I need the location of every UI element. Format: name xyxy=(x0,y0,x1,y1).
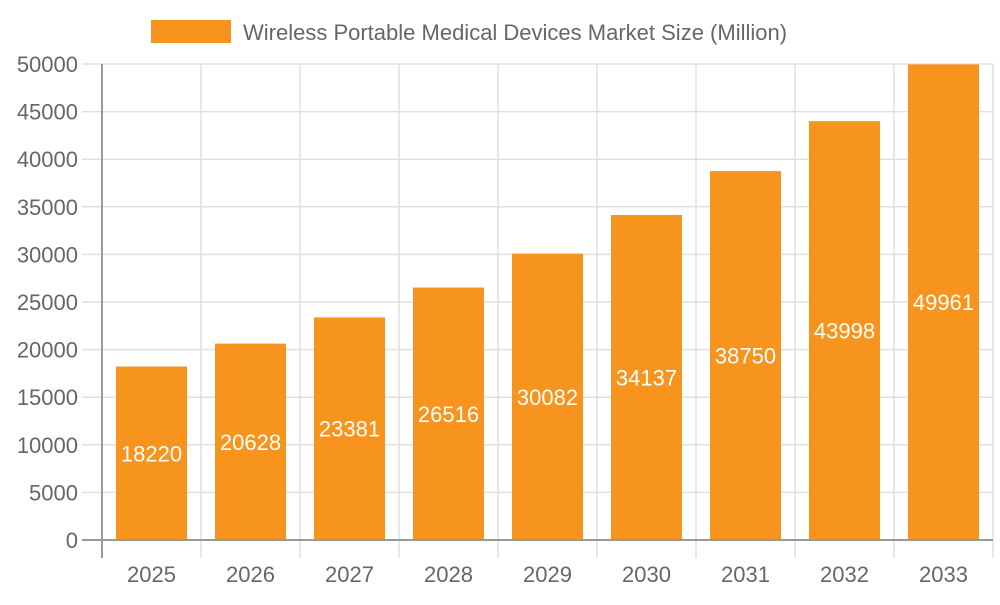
y-tick-label: 15000 xyxy=(17,385,78,410)
bar xyxy=(314,317,385,540)
bars: 18220 20628 23381 26516 30082 34137 38750 43998… xyxy=(116,64,979,541)
bar xyxy=(215,343,286,540)
data-label: 34137 xyxy=(616,366,677,391)
y-tick-label: 25000 xyxy=(17,290,78,315)
y-tick-label: 10000 xyxy=(17,433,78,458)
y-tick-label: 5000 xyxy=(29,480,78,505)
x-tick-label: 2032 xyxy=(820,562,869,587)
y-tick-label: 0 xyxy=(66,528,78,553)
x-tick-label: 2030 xyxy=(622,562,671,587)
bar xyxy=(908,64,979,540)
bar xyxy=(809,121,880,540)
data-label: 23381 xyxy=(319,417,380,442)
bar xyxy=(413,287,484,540)
legend[interactable]: Wireless Portable Medical Devices Market… xyxy=(151,20,787,45)
data-label: 26516 xyxy=(418,402,479,427)
bar xyxy=(116,366,187,540)
y-tick-label: 30000 xyxy=(17,242,78,267)
y-tick-label: 35000 xyxy=(17,195,78,220)
data-label: 18220 xyxy=(121,441,182,466)
x-tick-label: 2026 xyxy=(226,562,275,587)
legend-label: Wireless Portable Medical Devices Market… xyxy=(243,20,787,45)
y-tick-label: 40000 xyxy=(17,147,78,172)
x-tick-label: 2028 xyxy=(424,562,473,587)
bar xyxy=(710,171,781,540)
x-tick-label: 2031 xyxy=(721,562,770,587)
y-tick-label: 45000 xyxy=(17,100,78,125)
bar xyxy=(611,215,682,541)
x-tick-label: 2033 xyxy=(919,562,968,587)
data-label: 43998 xyxy=(814,319,875,344)
bar xyxy=(512,253,583,540)
data-label: 20628 xyxy=(220,430,281,455)
x-tick-label: 2029 xyxy=(523,562,572,587)
legend-swatch xyxy=(151,20,231,43)
x-tick-label: 2025 xyxy=(127,562,176,587)
y-tick-label: 50000 xyxy=(17,52,78,77)
x-tick-label: 2027 xyxy=(325,562,374,587)
y-tick-label: 20000 xyxy=(17,338,78,363)
data-label: 49961 xyxy=(913,290,974,315)
axes: 0 5000 10000 15000 20000 25000 30000 35000 40000… xyxy=(17,52,993,587)
data-label: 30082 xyxy=(517,385,578,410)
data-label: 38750 xyxy=(715,344,776,369)
